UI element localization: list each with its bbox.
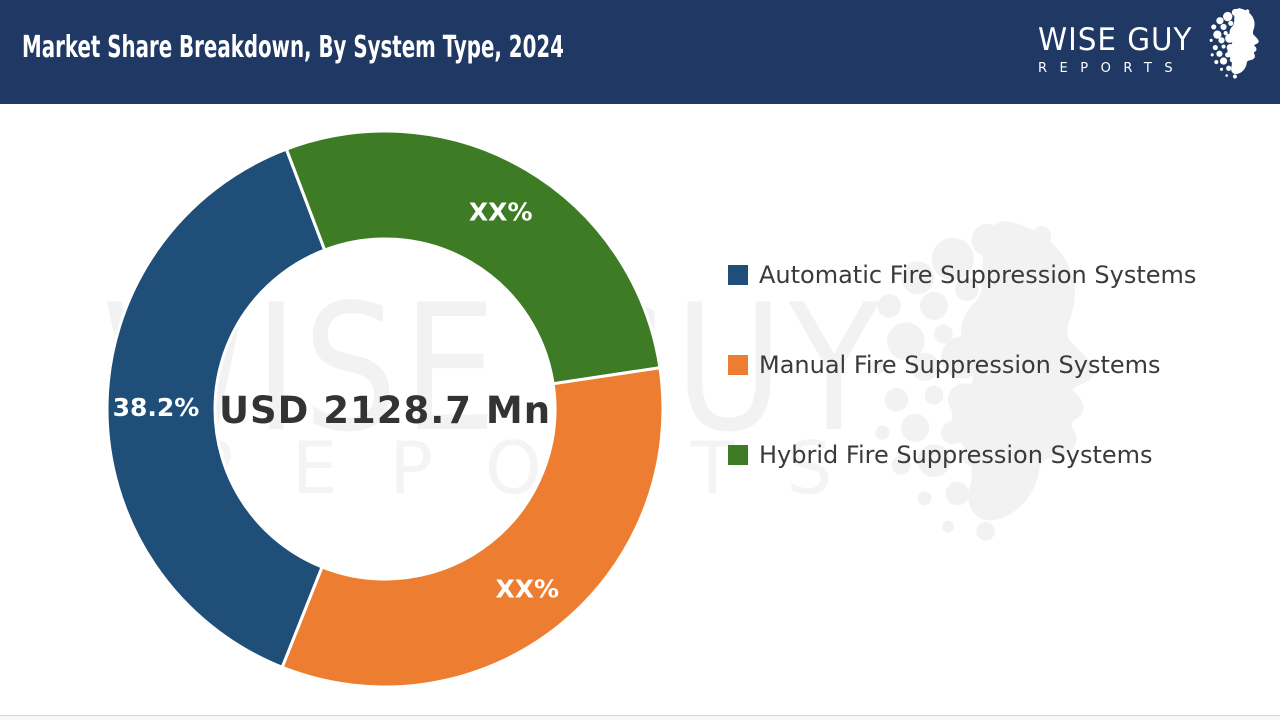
donut-slice-1 — [280, 366, 665, 689]
brand-logo-text: WISE GUY REPORTS — [1038, 22, 1208, 76]
legend-item-hybrid: Hybrid Fire Suppression Systems — [728, 441, 1153, 469]
slice-percent-label-2: XX% — [469, 197, 533, 226]
legend-label-manual: Manual Fire Suppression Systems — [759, 351, 1161, 379]
brand-logo: WISE GUY REPORTS — [1030, 4, 1270, 100]
donut-slice-0 — [105, 147, 327, 669]
legend-label-automatic: Automatic Fire Suppression Systems — [759, 261, 1197, 289]
donut-chart: 38.2% XX% XX% — [105, 129, 665, 689]
footer-rule — [0, 715, 1280, 720]
brand-name: WISE GUY — [1038, 22, 1193, 58]
header-bar: Market Share Breakdown, By System Type, … — [0, 0, 1280, 104]
legend-label-hybrid: Hybrid Fire Suppression Systems — [759, 441, 1153, 469]
legend-item-automatic: Automatic Fire Suppression Systems — [728, 261, 1196, 289]
slice-percent-label-0: 38.2% — [113, 393, 200, 422]
legend-item-manual: Manual Fire Suppression Systems — [728, 351, 1161, 379]
brand-subname: REPORTS — [1038, 61, 1186, 76]
page-title: Market Share Breakdown, By System Type, … — [22, 30, 564, 65]
watermark-reports-text: REPORTS — [190, 426, 885, 510]
legend-swatch-automatic — [728, 265, 748, 285]
donut-slice-2 — [284, 129, 662, 386]
legend-swatch-manual — [728, 355, 748, 375]
donut-center-value: USD 2128.7 Mn — [218, 389, 552, 432]
legend-swatch-hybrid — [728, 445, 748, 465]
brand-face-icon — [1206, 6, 1268, 84]
slice-percent-label-1: XX% — [495, 574, 559, 603]
